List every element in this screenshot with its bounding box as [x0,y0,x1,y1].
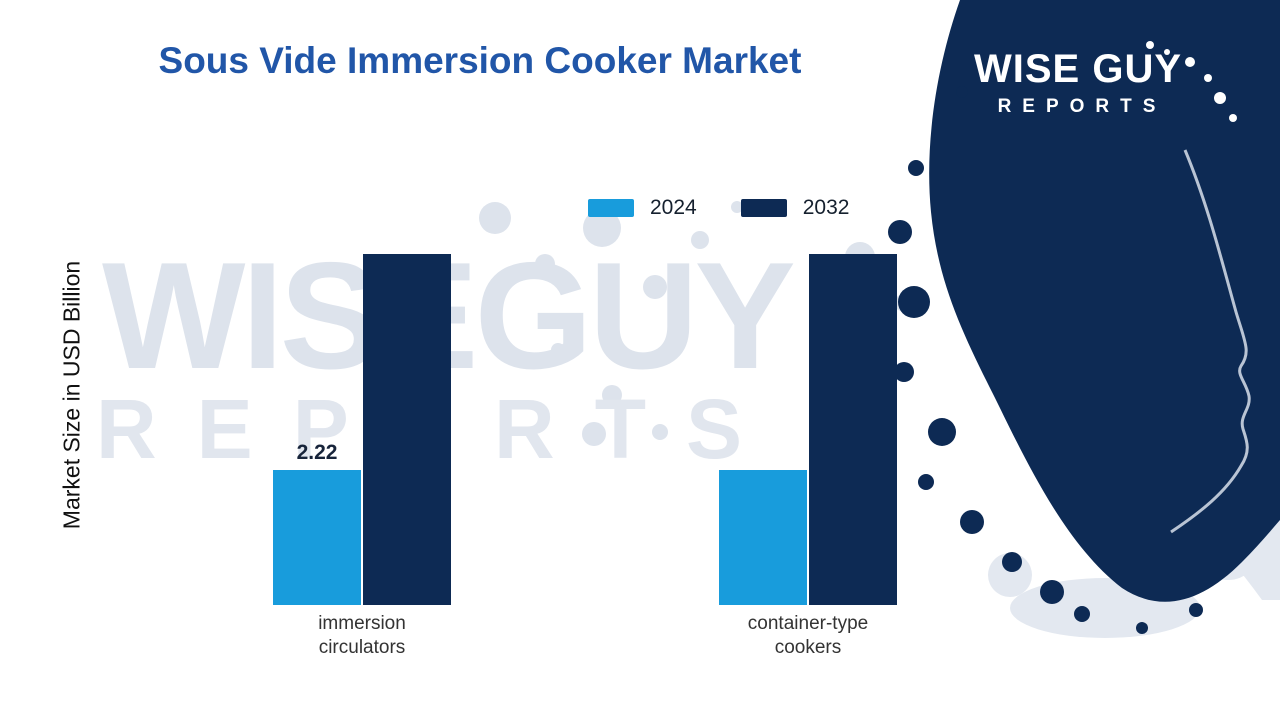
chart-title: Sous Vide Immersion Cooker Market [158,40,802,81]
logo-head-shape [929,0,1280,602]
logo-reports-text: REPORTS [998,96,1167,117]
legend-label-2024: 2024 [650,196,697,219]
legend-item-2024: 2024 [588,196,697,220]
bar-2024-immersion-circulators: 2.22 [273,441,361,605]
legend-label-2032: 2032 [802,196,850,219]
bar-2032-immersion-circulators [363,254,451,605]
logo-wiseguy-text: WISE GUY [974,47,1182,91]
bar-group-immersion-circulators: 2.22 [273,254,451,605]
logo-accent-dots [1146,41,1237,122]
bar-2024-container-type-cookers [719,470,807,605]
category-label-container-type-cookers: container-type cookers [747,613,869,658]
bar-2032-container-type-cookers [809,254,897,605]
bar-group-container-type-cookers [719,254,897,605]
legend-swatch-2024 [588,199,634,217]
legend-item-2032: 2032 [740,196,850,220]
legend-swatch-2032 [740,199,787,217]
chart-legend: 2024 2032 [588,196,849,220]
plot-area: 2.22 [273,254,897,605]
category-label-immersion-circulators: immersion circulators [318,613,406,658]
face-profile-outline [1170,149,1251,534]
bar-value-label: 2.22 [296,441,338,464]
